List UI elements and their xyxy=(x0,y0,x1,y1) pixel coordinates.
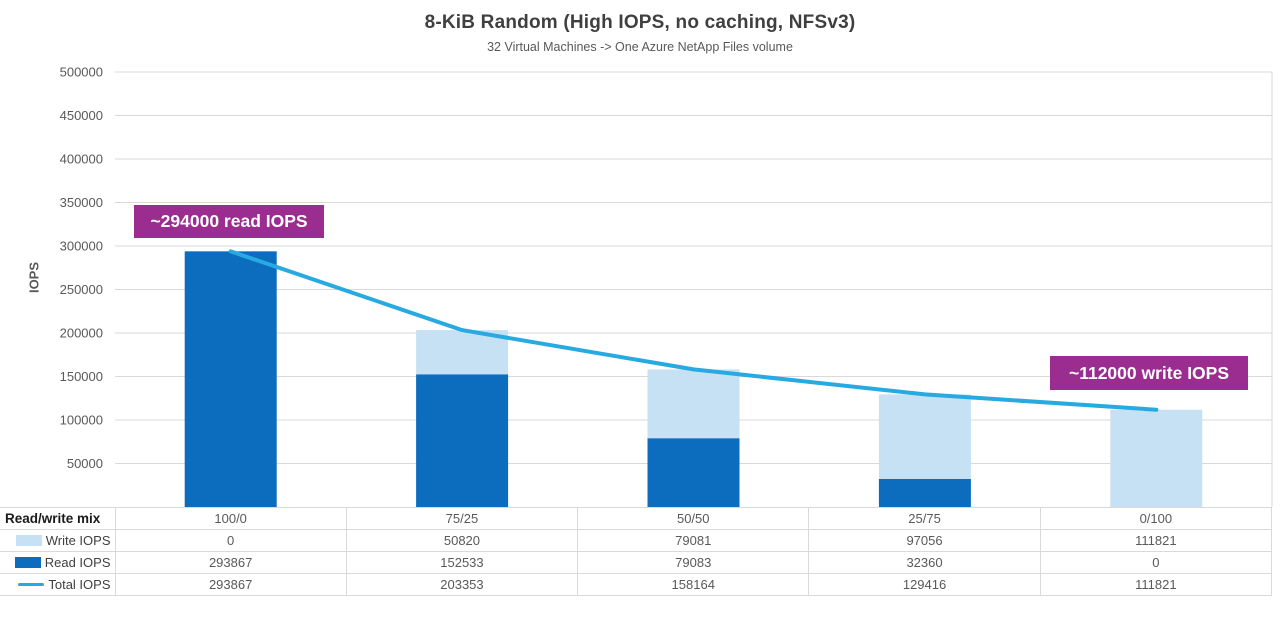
series-row-header: Read IOPS xyxy=(0,551,116,574)
chart-subtitle: 32 Virtual Machines -> One Azure NetApp … xyxy=(487,40,793,54)
bar-read-iops xyxy=(647,438,740,507)
y-tick-label: 100000 xyxy=(60,413,103,428)
bar-read-iops xyxy=(416,374,509,507)
series-value: 152533 xyxy=(345,551,579,574)
category-label: 50/50 xyxy=(577,507,810,530)
series-value: 111821 xyxy=(1039,573,1273,596)
series-value: 79083 xyxy=(577,551,810,574)
y-tick-label: 200000 xyxy=(60,326,103,341)
table-row: Write IOPS 0 50820 79081 97056 111821 xyxy=(0,529,1273,552)
series-value: 0 xyxy=(1039,551,1273,574)
y-tick-label: 450000 xyxy=(60,108,103,123)
series-name: Read IOPS xyxy=(44,555,111,570)
series-value: 111821 xyxy=(1039,529,1273,552)
legend-bar-swatch xyxy=(14,557,41,568)
bar-write-iops xyxy=(416,330,509,375)
series-value: 97056 xyxy=(808,529,1041,552)
chart-title: 8-KiB Random (High IOPS, no caching, NFS… xyxy=(424,12,856,33)
series-name: Total IOPS xyxy=(48,577,111,592)
y-tick-label: 150000 xyxy=(60,369,103,384)
category-label: 75/25 xyxy=(345,507,579,530)
category-label: 0/100 xyxy=(1039,507,1273,530)
y-tick-label: 400000 xyxy=(60,152,103,167)
series-name: Write IOPS xyxy=(45,533,111,548)
series-value: 293867 xyxy=(114,551,347,574)
series-value: 203353 xyxy=(345,573,579,596)
series-value: 0 xyxy=(114,529,347,552)
y-tick-label: 300000 xyxy=(60,239,103,254)
bar-write-iops xyxy=(878,394,971,479)
legend-bar-swatch xyxy=(15,535,42,546)
series-value: 293867 xyxy=(114,573,347,596)
category-label: 25/75 xyxy=(808,507,1041,530)
table-row: Read IOPS 293867 152533 79083 32360 0 xyxy=(0,551,1273,574)
y-tick-label: 50000 xyxy=(67,456,103,471)
series-row-header: Write IOPS xyxy=(0,529,116,552)
table-row: Total IOPS 293867 203353 158164 129416 111821 xyxy=(0,573,1273,596)
chart-data-table: Read/write mix 100/0 75/25 50/50 25/75 0/100 W… xyxy=(0,507,1273,596)
series-value: 50820 xyxy=(345,529,579,552)
y-tick-label: 250000 xyxy=(60,282,103,297)
bar-write-iops xyxy=(647,369,740,439)
table-corner-label: Read/write mix xyxy=(0,507,116,530)
series-row-header: Total IOPS xyxy=(0,573,116,596)
plot-area: 50000 100000 150000 200000 250000 300000 35000… xyxy=(60,65,1273,507)
bar-read-iops xyxy=(184,251,277,507)
series-value: 79081 xyxy=(577,529,810,552)
annotation-write-iops: ~112000 write IOPS xyxy=(1050,356,1248,390)
y-tick-label: 350000 xyxy=(60,195,103,210)
series-value: 158164 xyxy=(577,573,810,596)
series-value: 32360 xyxy=(808,551,1041,574)
table-row: Read/write mix 100/0 75/25 50/50 25/75 0/100 xyxy=(0,507,1273,530)
category-label: 100/0 xyxy=(114,507,347,530)
y-tick-label: 500000 xyxy=(60,65,103,80)
bar-write-iops xyxy=(1110,409,1203,507)
bar-read-iops xyxy=(878,478,971,507)
series-value: 129416 xyxy=(808,573,1041,596)
line-total-iops xyxy=(228,249,1159,412)
annotation-read-iops: ~294000 read IOPS xyxy=(134,205,324,238)
legend-line-swatch xyxy=(18,583,45,586)
